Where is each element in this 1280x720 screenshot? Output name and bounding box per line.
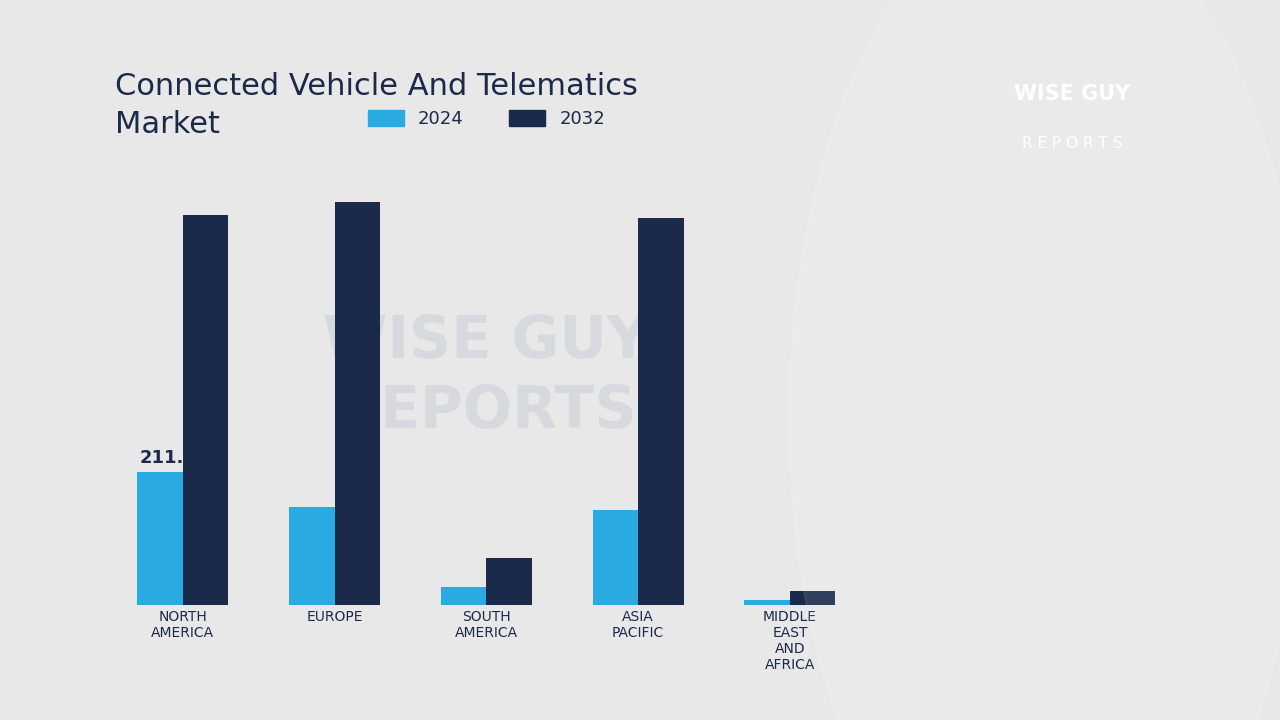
Bar — [440, 588, 486, 605]
Bar — [790, 591, 836, 605]
Legend: 2024, 2032: 2024, 2032 — [358, 101, 614, 137]
Circle shape — [788, 0, 1280, 720]
Text: R E P O R T S: R E P O R T S — [1021, 137, 1123, 151]
Bar — [745, 600, 790, 605]
Text: Connected Vehicle And Telematics
Market: Connected Vehicle And Telematics Market — [115, 72, 637, 139]
Bar — [486, 557, 532, 605]
Text: WISE GUY: WISE GUY — [1014, 84, 1130, 104]
Bar — [334, 202, 380, 605]
Text: WISE GUY
REPORTS: WISE GUY REPORTS — [324, 313, 649, 441]
Text: 211.11: 211.11 — [140, 449, 209, 467]
Bar — [593, 510, 639, 605]
Bar — [639, 218, 684, 605]
Bar — [137, 472, 183, 605]
Bar — [289, 508, 334, 605]
Bar — [183, 215, 228, 605]
